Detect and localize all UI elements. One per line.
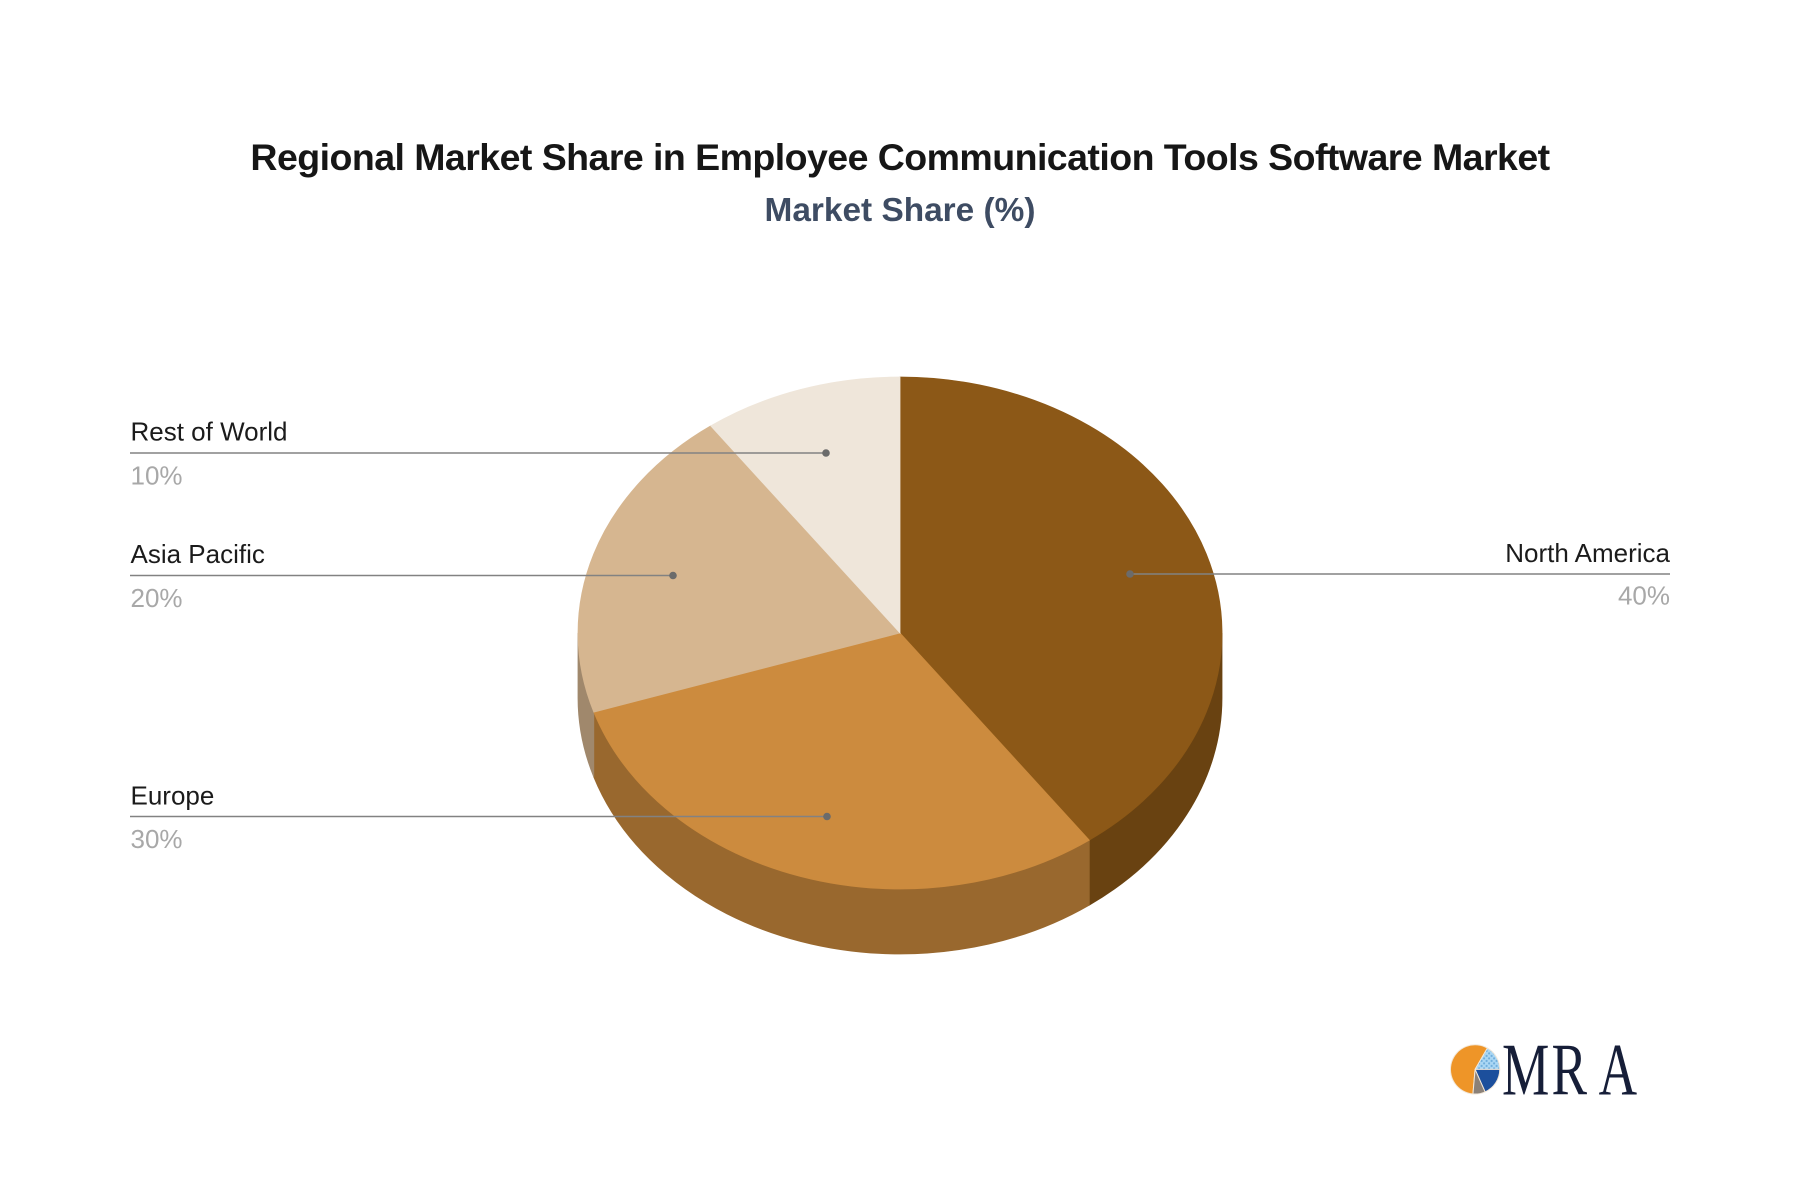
svg-text:Regional Market Share in Emplo: Regional Market Share in Employee Commun… xyxy=(250,136,1550,178)
svg-text:30%: 30% xyxy=(131,824,183,854)
svg-text:40%: 40% xyxy=(1618,581,1670,611)
svg-text:10%: 10% xyxy=(131,461,183,491)
svg-text:20%: 20% xyxy=(131,583,183,613)
svg-text:MRA: MR A xyxy=(1502,1029,1639,1110)
svg-text:Rest of World: Rest of World xyxy=(131,417,288,447)
svg-text:Europe: Europe xyxy=(131,781,215,811)
svg-text:Market Share (%): Market Share (%) xyxy=(765,192,1036,229)
svg-text:North America: North America xyxy=(1505,538,1670,568)
svg-text:Asia Pacific: Asia Pacific xyxy=(131,539,265,569)
